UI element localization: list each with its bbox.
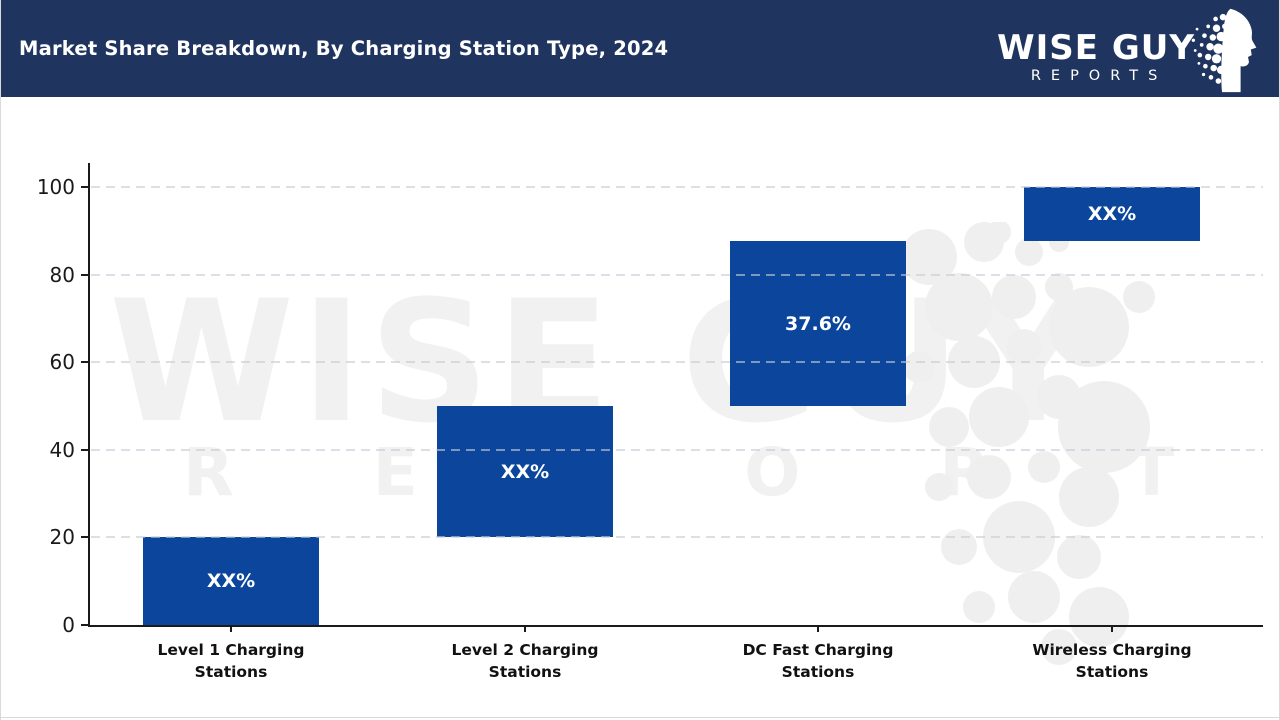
bar-value-label: XX% (206, 570, 256, 593)
logo-wordmark: WISE GUY (997, 27, 1195, 68)
y-tick-mark (81, 361, 89, 364)
y-tick-label: 80 (49, 262, 75, 287)
y-tick-mark (81, 448, 89, 451)
face-dots-logo-icon (1191, 8, 1257, 93)
y-tick-mark (81, 273, 89, 276)
x-tick-mark (817, 625, 819, 632)
logo-text: WISE GUY REPORTS (997, 31, 1195, 84)
bottom-divider (1, 717, 1279, 718)
x-tick-mark (230, 625, 232, 632)
x-category-label-line: Stations (488, 662, 562, 681)
header: Market Share Breakdown, By Charging Stat… (1, 0, 1279, 97)
y-tick-mark (81, 536, 89, 539)
logo-subtitle: REPORTS (1030, 67, 1168, 84)
y-axis-spine (88, 163, 90, 627)
x-tick-mark (524, 625, 526, 632)
x-category-label: Level 2 Charging Stations (395, 640, 655, 683)
y-tick-label: 60 (49, 350, 75, 375)
x-category-label-line: Level 2 Charging (451, 641, 599, 659)
y-tick-label: 100 (36, 175, 75, 199)
y-tick-label: 0 (62, 613, 75, 637)
bar-segment: XX% (143, 537, 319, 625)
x-category-label-line: Level 1 Charging (157, 641, 305, 659)
x-category-label-line: Stations (194, 662, 268, 681)
x-category-label: Level 1 Charging Stations (101, 640, 361, 683)
face-dots-watermark (901, 222, 1155, 665)
wise-guy-logo: WISE GUY REPORTS (997, 6, 1273, 94)
gridline (91, 186, 1263, 188)
y-tick-label: 40 (49, 437, 75, 462)
y-tick-mark (81, 186, 89, 188)
y-tick-label: 20 (49, 525, 75, 550)
y-tick-mark (81, 624, 89, 626)
chart-title: Market Share Breakdown, By Charging Stat… (19, 37, 669, 60)
